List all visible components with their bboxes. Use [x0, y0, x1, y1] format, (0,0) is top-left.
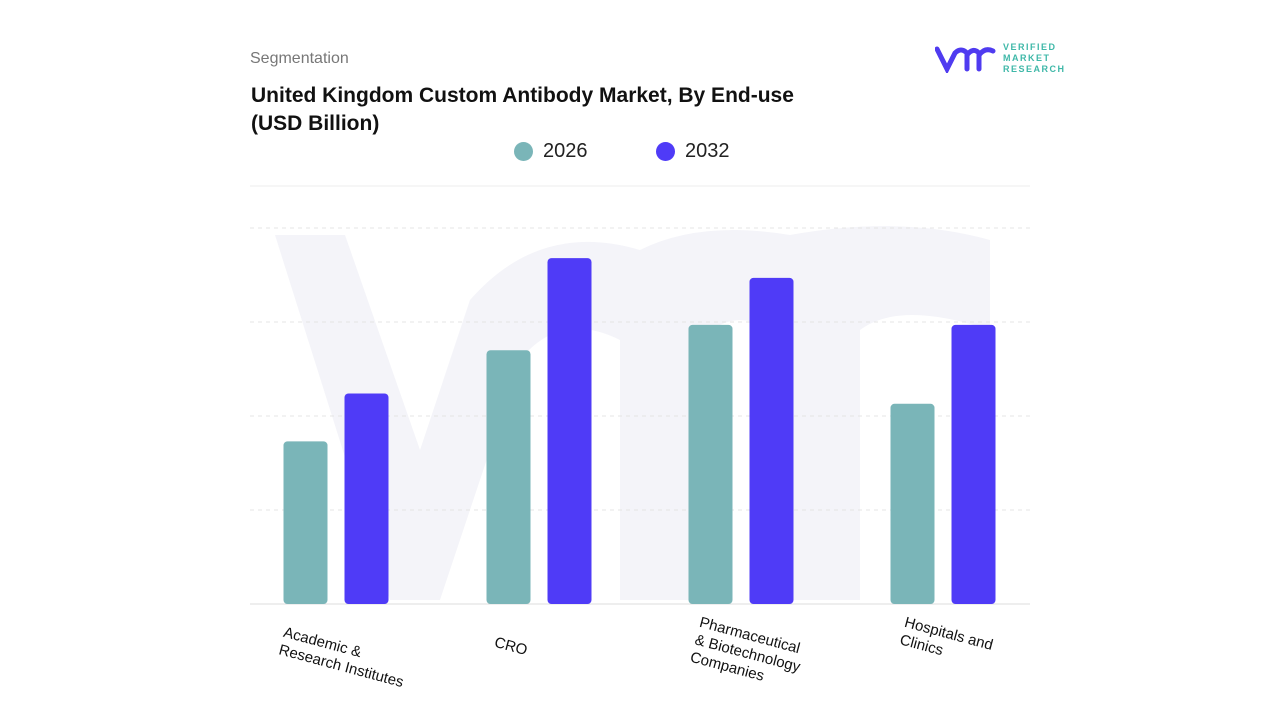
- legend-label: 2026: [543, 140, 588, 162]
- logo: VERIFIED MARKET RESEARCH: [935, 42, 1066, 75]
- logo-text: MARKET: [1003, 53, 1051, 63]
- legend-swatch: [656, 141, 675, 161]
- bar-2032-3: [951, 324, 996, 604]
- logo-text: VERIFIED: [1003, 42, 1057, 52]
- bar-2026-2: [688, 324, 733, 604]
- bar-2032-1: [547, 258, 592, 604]
- legend-item-2032: 2032: [656, 140, 730, 162]
- bar-2026-1: [486, 350, 531, 604]
- watermark-logo: [275, 226, 990, 600]
- legend-label: 2032: [685, 140, 730, 162]
- logo-text: RESEARCH: [1003, 64, 1066, 74]
- bar-2026-0: [283, 441, 328, 604]
- legend-item-2026: 2026: [514, 140, 588, 162]
- bar-2032-2: [749, 277, 794, 604]
- legend-swatch: [514, 141, 533, 161]
- segment-label: Segmentation: [250, 50, 349, 67]
- bar-2032-0: [344, 393, 389, 604]
- chart-title: United Kingdom Custom Antibody Market, B…: [251, 84, 794, 135]
- bar-2026-3: [890, 403, 935, 604]
